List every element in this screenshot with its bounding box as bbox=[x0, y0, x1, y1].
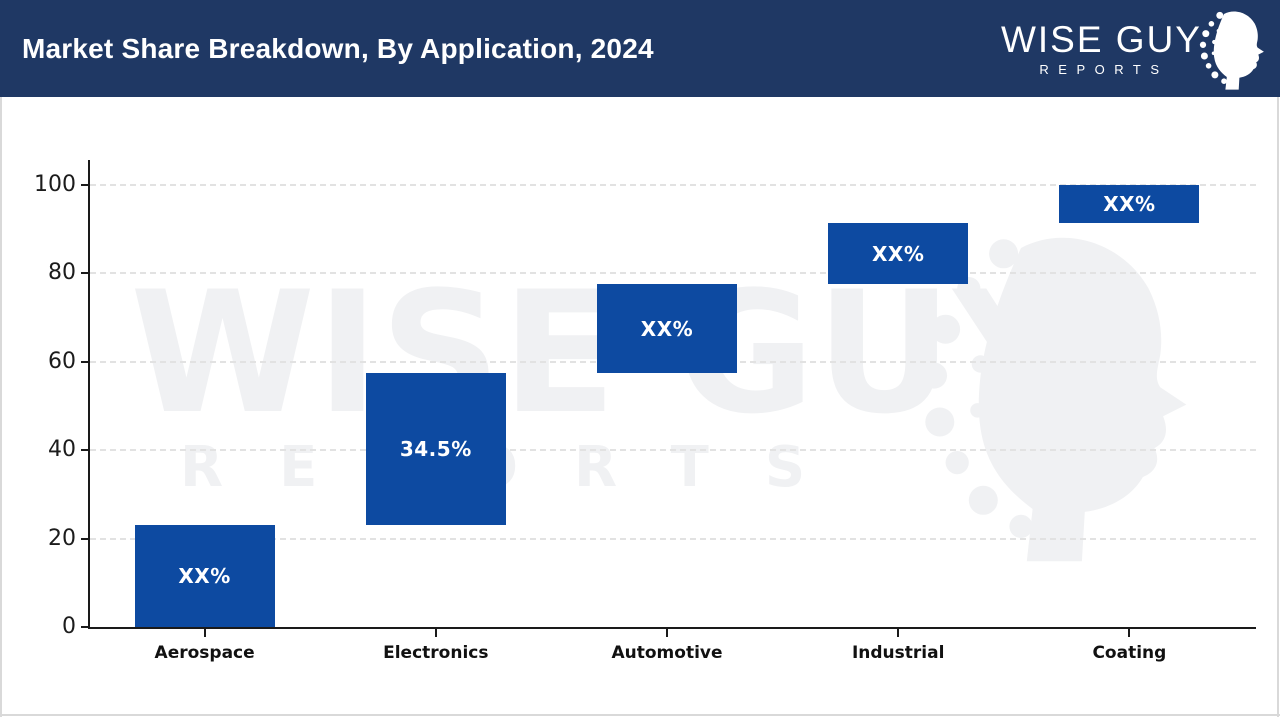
x-axis-label-industrial: Industrial bbox=[851, 643, 945, 663]
x-axis-spine bbox=[88, 627, 1256, 629]
x-tick-mark-coating bbox=[1128, 629, 1131, 637]
y-tick-mark-0 bbox=[81, 626, 89, 628]
page-title: Market Share Breakdown, By Application, … bbox=[22, 32, 654, 64]
y-tick-mark-40 bbox=[81, 449, 89, 452]
y-tick-label-80: 80 bbox=[48, 260, 76, 286]
bar-aerospace: XX% bbox=[134, 525, 275, 627]
y-tick-mark-60 bbox=[81, 360, 89, 363]
header-bar: Market Share Breakdown, By Application, … bbox=[0, 0, 1280, 97]
x-tick-mark-electronics bbox=[434, 629, 437, 637]
y-tick-label-0: 0 bbox=[62, 614, 76, 639]
x-tick-mark-automotive bbox=[666, 629, 668, 637]
y-tick-mark-100 bbox=[81, 184, 89, 186]
x-tick-mark-industrial bbox=[897, 629, 900, 637]
chart-canvas: WISE GUY REPORTS 0 20 40 60 80 100 XX% Aerospac… bbox=[0, 97, 1280, 720]
page-left-border bbox=[0, 97, 2, 717]
gridline-80 bbox=[90, 272, 1256, 275]
logo-text: WISE GUY REPORTS bbox=[1001, 21, 1202, 77]
gridline-100 bbox=[90, 184, 1256, 186]
gridline-20 bbox=[90, 537, 1256, 540]
x-axis-label-automotive: Automotive bbox=[611, 643, 723, 663]
face-profile-logo-icon bbox=[1196, 7, 1266, 91]
bar-value-label-aerospace: XX% bbox=[178, 564, 231, 589]
x-axis-label-aerospace: Aerospace bbox=[154, 643, 255, 663]
bar-automotive: XX% bbox=[597, 284, 737, 373]
x-tick-mark-aerospace bbox=[203, 629, 206, 637]
logo-brand-name: WISE GUY bbox=[1000, 18, 1202, 60]
y-tick-label-40: 40 bbox=[48, 437, 76, 463]
x-axis-label-electronics: Electronics bbox=[383, 643, 489, 663]
bar-coating: XX% bbox=[1059, 185, 1200, 223]
page-right-border bbox=[1277, 97, 1279, 717]
y-tick-mark-20 bbox=[81, 537, 89, 540]
bar-value-label-coating: XX% bbox=[1103, 191, 1156, 216]
bar-industrial: XX% bbox=[828, 222, 969, 285]
page-bottom-border bbox=[0, 714, 1280, 716]
y-tick-label-20: 20 bbox=[48, 525, 76, 551]
bar-value-label-automotive: XX% bbox=[640, 316, 694, 341]
bar-value-label-electronics: 34.5% bbox=[399, 437, 472, 462]
y-tick-label-60: 60 bbox=[48, 348, 76, 374]
wiseguy-logo: WISE GUY REPORTS bbox=[1001, 7, 1266, 91]
y-tick-label-100: 100 bbox=[34, 172, 76, 197]
logo-brand-subtitle: REPORTS bbox=[1039, 61, 1169, 77]
bar-electronics: 34.5% bbox=[365, 372, 506, 526]
y-axis-spine bbox=[88, 160, 90, 629]
watermark-subtitle-text: REPORTS bbox=[180, 435, 862, 500]
bar-value-label-industrial: XX% bbox=[871, 241, 925, 266]
x-axis-label-coating: Coating bbox=[1092, 643, 1167, 663]
gridline-40 bbox=[90, 449, 1256, 452]
y-tick-mark-80 bbox=[81, 272, 89, 275]
